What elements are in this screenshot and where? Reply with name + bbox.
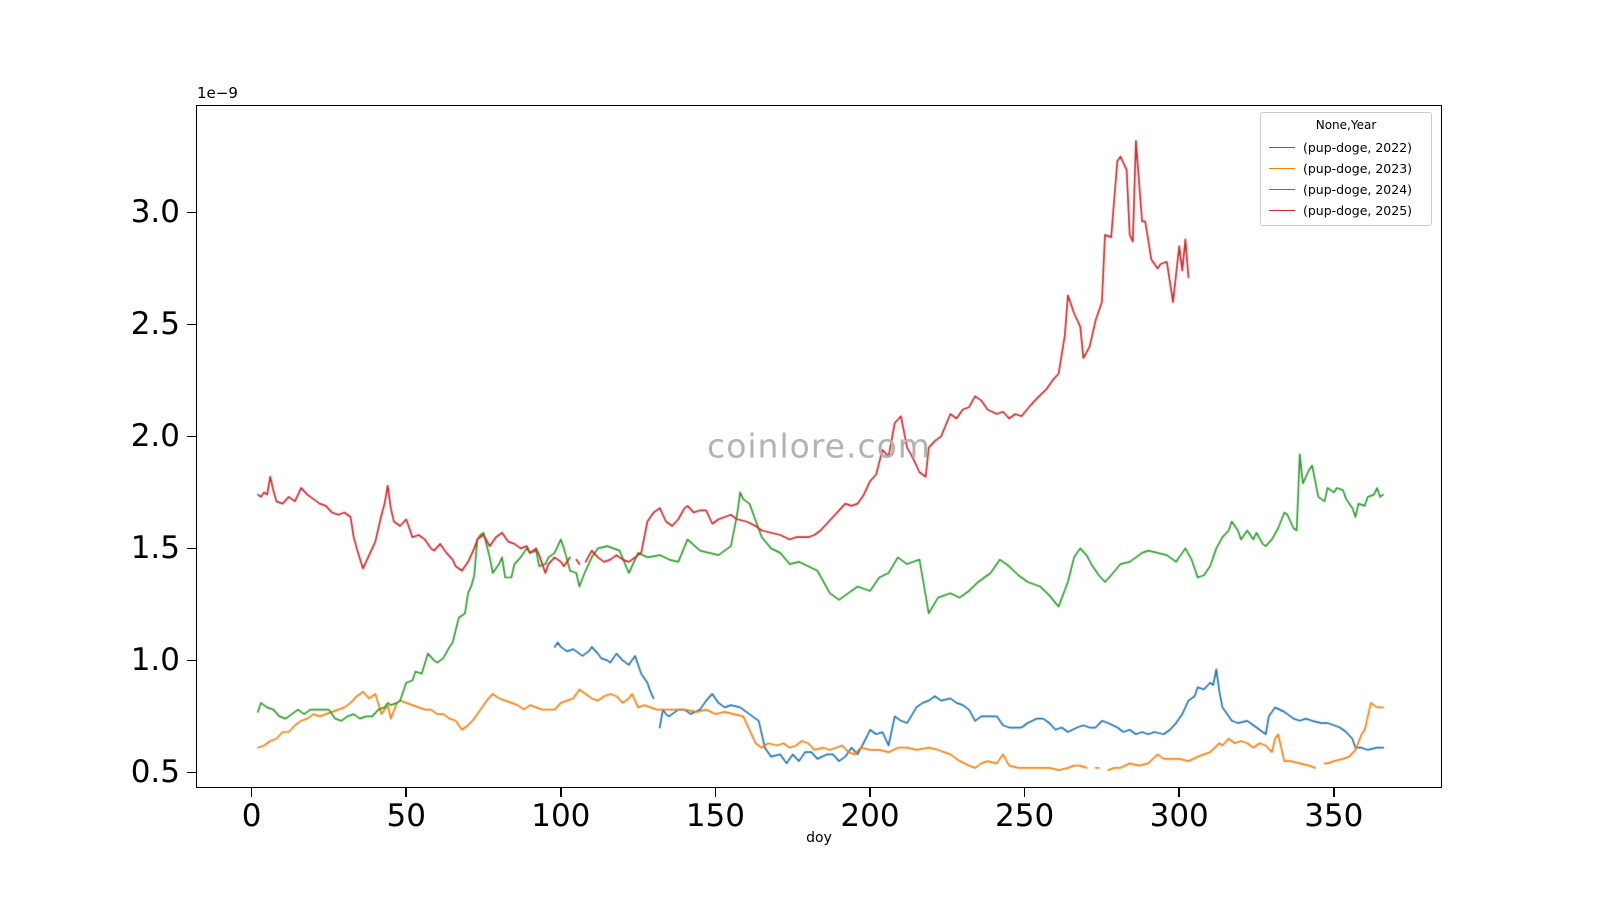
legend-title: None,Year bbox=[1315, 118, 1377, 132]
legend-entry-label: (pup-doge, 2022) bbox=[1303, 139, 1413, 155]
y-tick-label: 3.0 bbox=[130, 194, 180, 231]
legend-entry-label: (pup-doge, 2024) bbox=[1303, 181, 1413, 197]
x-tick-mark bbox=[869, 788, 871, 797]
legend-line-sample bbox=[1269, 188, 1295, 190]
x-tick-label: 300 bbox=[1149, 798, 1209, 834]
y-tick-label: 2.5 bbox=[130, 306, 180, 343]
y-tick-mark bbox=[187, 435, 196, 438]
x-tick-mark bbox=[250, 788, 253, 797]
legend-entry: (pup-doge, 2024) bbox=[1269, 181, 1423, 197]
x-tick-mark bbox=[560, 788, 562, 797]
legend-line-sample bbox=[1269, 167, 1295, 169]
x-tick-label: 50 bbox=[386, 798, 426, 834]
x-tick-mark bbox=[405, 788, 407, 797]
y-tick-label: 1.0 bbox=[130, 642, 180, 679]
x-tick-mark bbox=[1333, 788, 1335, 797]
x-tick-label: 200 bbox=[840, 798, 900, 834]
legend-entry-label: (pup-doge, 2025) bbox=[1303, 202, 1413, 218]
x-tick-label: 350 bbox=[1304, 798, 1364, 834]
x-tick-label: 0 bbox=[241, 798, 262, 834]
x-axis-label: doy bbox=[806, 830, 832, 846]
y-tick-label: 1.5 bbox=[130, 530, 180, 567]
y-tick-label: 2.0 bbox=[130, 418, 180, 455]
x-tick-mark bbox=[714, 788, 717, 797]
y-tick-mark bbox=[187, 771, 196, 774]
watermark: coinlore.com bbox=[707, 426, 931, 466]
legend: None,Year (pup-doge, 2022) (pup-doge, 202… bbox=[1260, 112, 1432, 226]
y-axis-offset-label: 1e−9 bbox=[197, 84, 238, 102]
legend-line-sample bbox=[1269, 209, 1295, 211]
legend-entry: (pup-doge, 2022) bbox=[1269, 139, 1423, 155]
legend-rows: (pup-doge, 2022) (pup-doge, 2023) (pup-dog… bbox=[1269, 139, 1423, 218]
y-tick-mark bbox=[187, 659, 196, 662]
series-lines-canvas bbox=[196, 105, 1442, 788]
x-tick-mark bbox=[1178, 788, 1180, 797]
x-tick-label: 150 bbox=[685, 798, 745, 834]
y-tick-mark bbox=[187, 211, 196, 214]
legend-entry: (pup-doge, 2023) bbox=[1269, 160, 1423, 176]
x-tick-label: 100 bbox=[531, 798, 591, 834]
legend-entry-label: (pup-doge, 2023) bbox=[1303, 160, 1413, 176]
y-tick-label: 0.5 bbox=[130, 754, 180, 791]
y-tick-mark bbox=[187, 547, 196, 550]
legend-line-sample bbox=[1269, 146, 1295, 148]
y-tick-mark bbox=[187, 323, 196, 326]
legend-entry: (pup-doge, 2025) bbox=[1269, 202, 1423, 218]
x-tick-label: 250 bbox=[995, 798, 1055, 834]
x-tick-mark bbox=[1023, 788, 1026, 797]
